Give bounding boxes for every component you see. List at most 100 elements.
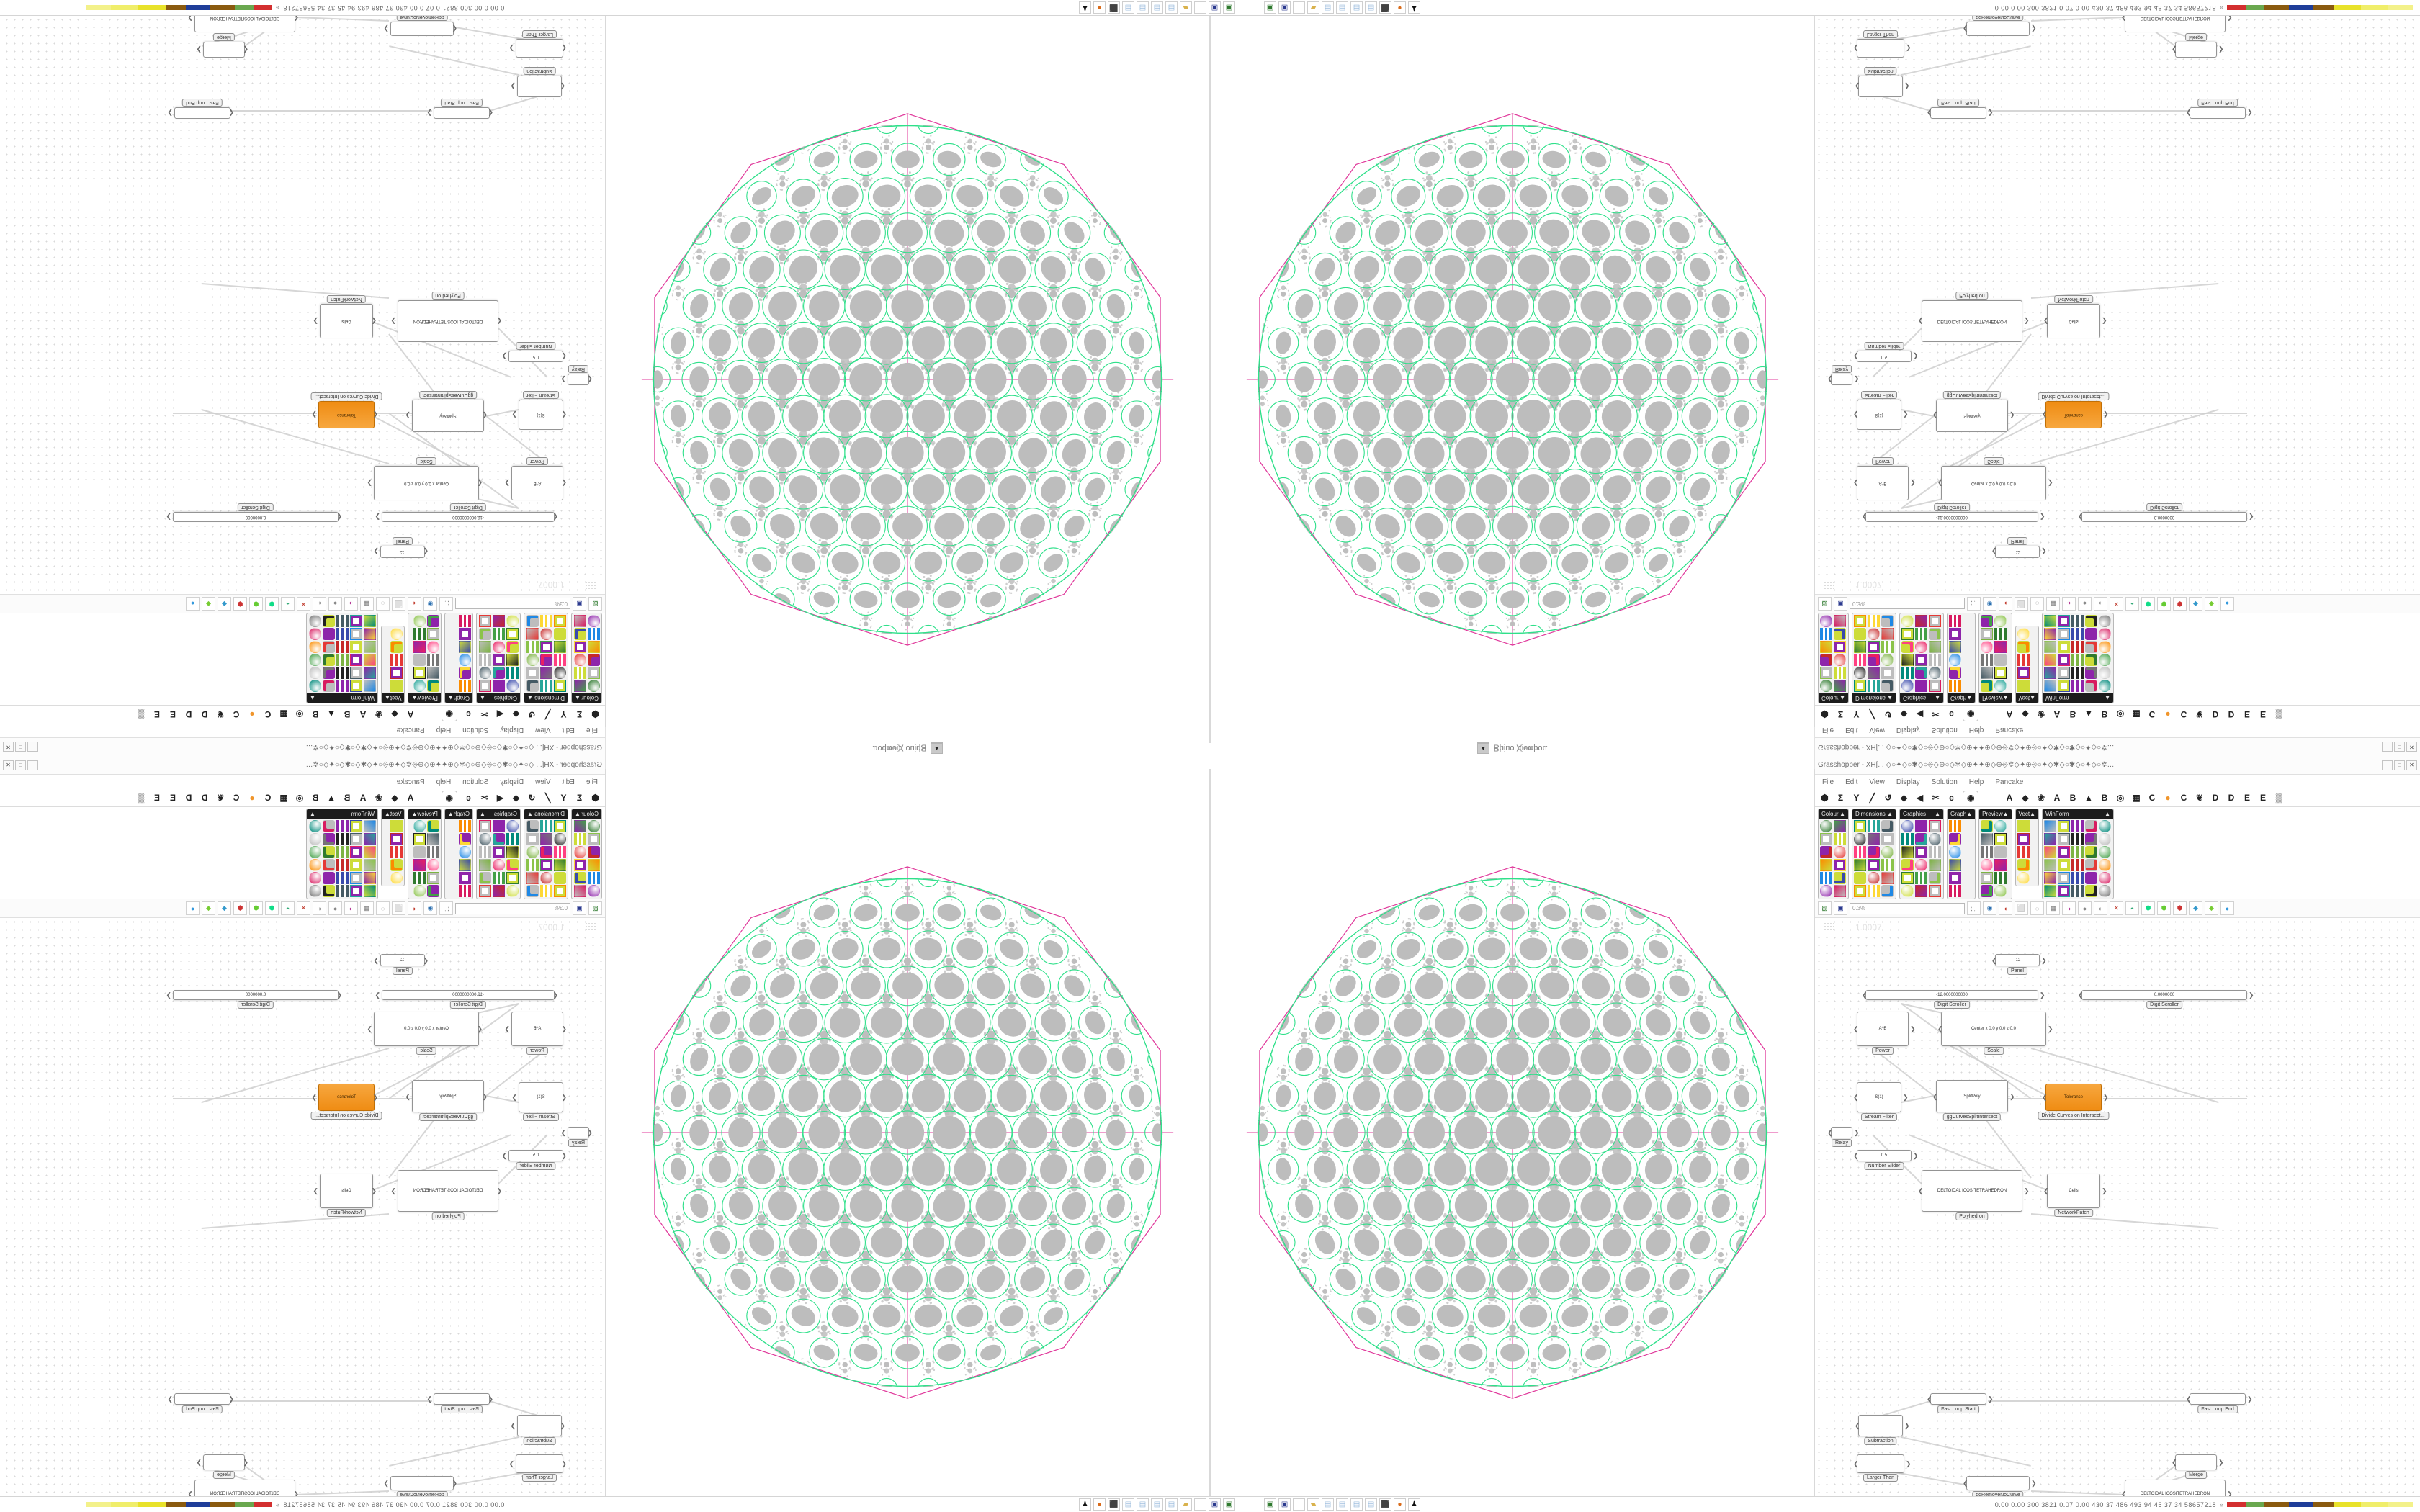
- palette-component-icon[interactable]: [540, 859, 552, 871]
- preview-icon[interactable]: ◉: [1983, 901, 1996, 915]
- palette-group-header[interactable]: Colour ▲: [1819, 693, 1848, 703]
- palette-icon-grid[interactable]: [1852, 819, 1896, 899]
- palette-component-icon[interactable]: [1868, 628, 1880, 640]
- palette-group-header[interactable]: Vect ▲: [381, 809, 405, 819]
- palette-component-icon[interactable]: [426, 859, 439, 871]
- color-b-icon[interactable]: ⬢: [2157, 901, 2171, 915]
- palette-component-icon[interactable]: [322, 846, 335, 858]
- palette-component-icon[interactable]: [1994, 680, 2007, 692]
- palette-component-icon[interactable]: [413, 667, 426, 679]
- palette-component-icon[interactable]: [2058, 615, 2071, 627]
- output-port-chevron[interactable]: ❯: [504, 480, 510, 487]
- palette-component-icon[interactable]: [349, 833, 362, 845]
- preview-wire-icon[interactable]: ◐: [313, 901, 326, 915]
- input-port-chevron[interactable]: ❮: [1853, 411, 1859, 418]
- minimize-button[interactable]: _: [2382, 760, 2393, 770]
- ribbon-tab-2[interactable]: ❀: [2037, 793, 2045, 803]
- palette-group-header[interactable]: Dimensions ▲: [1852, 693, 1896, 703]
- ribbon-tab-13[interactable]: D: [201, 793, 208, 803]
- output-port-chevron[interactable]: ❯: [375, 991, 380, 999]
- palette-component-icon[interactable]: [540, 820, 552, 832]
- ribbon-tab-14[interactable]: D: [2228, 793, 2235, 803]
- palette-component-icon[interactable]: [526, 833, 539, 845]
- ribbon-icon-2[interactable]: Υ: [1853, 709, 1860, 719]
- ribbon-icon-8[interactable]: є: [1949, 709, 1954, 719]
- ribbon-icon-3[interactable]: ╱: [1869, 793, 1876, 803]
- palette-component-icon[interactable]: [1915, 846, 1927, 858]
- canvas-toolbar[interactable]: ▧ ▣ 0.3% ⬚ ◉ ◖ ⬜ ◌ ▦ ◑ ● ◐ ✕ ◓ ⬢ ⬢ ⬢ ◆ ◆ ●: [0, 899, 605, 918]
- palette-component-icon[interactable]: [540, 846, 552, 858]
- palette-group-header[interactable]: Vect ▲: [2015, 809, 2039, 819]
- gh-component-larger-than[interactable]: Larger Than ❮ ❯: [1853, 1454, 1912, 1482]
- palette-component-icon[interactable]: [2044, 641, 2057, 653]
- ribbon-tab-10[interactable]: ●: [249, 709, 255, 719]
- gh-component-subtraction[interactable]: Subtraction ❮ ❯: [510, 67, 565, 97]
- save-icon[interactable]: ▣: [573, 597, 586, 611]
- palette-component-icon[interactable]: [322, 859, 335, 871]
- palette-component-icon[interactable]: [336, 885, 349, 897]
- palette-component-icon[interactable]: [2017, 859, 2030, 871]
- grasshopper-window-bottom-left[interactable]: Grasshopper - XH[... ◇○✦◇○✱◇○⎆◇⊕○◇✲◇⊕✦✦⊕…: [0, 756, 605, 1496]
- palette-icon-grid[interactable]: [477, 613, 520, 693]
- palette-component-icon[interactable]: [1820, 872, 1832, 884]
- ribbon-tab-4[interactable]: B: [2069, 709, 2076, 719]
- maximize-button[interactable]: □: [2394, 742, 2405, 752]
- pin-icon[interactable]: ▲: [384, 811, 390, 817]
- input-port-chevron[interactable]: ❮: [1853, 353, 1859, 360]
- palette-component-icon[interactable]: [1949, 615, 1961, 627]
- palette-component-icon[interactable]: [308, 628, 321, 640]
- palette-component-icon[interactable]: [506, 846, 519, 858]
- color-f-icon[interactable]: ●: [186, 597, 200, 611]
- pin-icon[interactable]: ▲: [1935, 811, 1940, 817]
- ribbon-tab-5[interactable]: ▲: [327, 793, 336, 803]
- color-b-icon[interactable]: ⬢: [249, 597, 263, 611]
- taskbar-left[interactable]: ♟ ● ⬛ ▤ ▤ ▤ ▤ ▰ ▣ ▣: [1079, 1, 1235, 14]
- palette-component-icon[interactable]: [2017, 667, 2030, 679]
- pin-icon[interactable]: ▲: [2030, 695, 2036, 701]
- palette-component-icon[interactable]: [540, 680, 552, 692]
- zoom-field[interactable]: 0.3%: [1850, 598, 1965, 610]
- output-port-chevron[interactable]: ❯: [196, 46, 202, 53]
- palette-component-icon[interactable]: [2044, 885, 2057, 897]
- palette-component-icon[interactable]: [493, 833, 505, 845]
- palette-component-icon[interactable]: [459, 846, 471, 858]
- ribbon-tab-3[interactable]: A: [359, 709, 367, 719]
- ribbon-icon-1[interactable]: Σ: [1837, 709, 1844, 719]
- palette-component-icon[interactable]: [426, 641, 439, 653]
- ribbon-tab-14[interactable]: D: [185, 709, 192, 719]
- ribbon-icon-3[interactable]: ╱: [1869, 709, 1876, 719]
- menu-item-display[interactable]: Display: [500, 778, 524, 786]
- bake-icon[interactable]: ◑: [344, 597, 358, 611]
- ribbon-icon-5[interactable]: ◆: [1900, 793, 1908, 803]
- palette-component-icon[interactable]: [2071, 859, 2084, 871]
- palette-component-icon[interactable]: [390, 667, 403, 679]
- palette-component-icon[interactable]: [1949, 820, 1961, 832]
- palette-group-header[interactable]: WinForm ▲: [306, 809, 377, 819]
- palette-component-icon[interactable]: [426, 628, 439, 640]
- ribbon-tab-5[interactable]: ▲: [2084, 793, 2093, 803]
- palette-component-icon[interactable]: [322, 615, 335, 627]
- palette-component-icon[interactable]: [349, 615, 362, 627]
- palette-component-icon[interactable]: [390, 872, 403, 884]
- palette-component-icon[interactable]: [540, 615, 552, 627]
- window-controls[interactable]: _ □ ✕: [2382, 760, 2417, 770]
- palette-component-icon[interactable]: [2099, 846, 2112, 858]
- palette-component-icon[interactable]: [506, 615, 519, 627]
- palette-component-icon[interactable]: [322, 885, 335, 897]
- gh-component-larger-than[interactable]: Larger Than ❮ ❯: [508, 30, 567, 58]
- pin-icon[interactable]: ▲: [2030, 811, 2036, 817]
- palette-icon-grid[interactable]: [1819, 613, 1848, 693]
- palette-component-icon[interactable]: [349, 641, 362, 653]
- save-icon[interactable]: ▣: [573, 901, 586, 915]
- palette-component-icon[interactable]: [336, 872, 349, 884]
- menu-item-view[interactable]: View: [1869, 726, 1885, 734]
- palette-component-icon[interactable]: [322, 667, 335, 679]
- zoom-field[interactable]: 0.3%: [1850, 902, 1965, 914]
- palette-component-icon[interactable]: [526, 872, 539, 884]
- ribbon-tab-5[interactable]: ▲: [2084, 709, 2093, 719]
- palette-component-icon[interactable]: [308, 820, 321, 832]
- input-port-chevron[interactable]: ❮: [561, 45, 567, 52]
- palette-component-icon[interactable]: [459, 872, 471, 884]
